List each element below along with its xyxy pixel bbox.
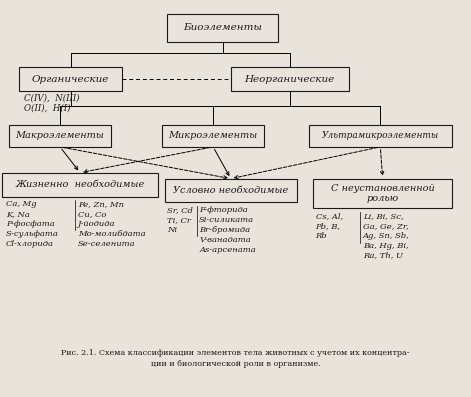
FancyBboxPatch shape [162, 125, 264, 147]
Text: Рис. 2.1. Схема классификации элементов тела животных с учетом их концентра-: Рис. 2.1. Схема классификации элементов … [61, 349, 410, 357]
Text: Органические: Органические [32, 75, 109, 84]
Text: Жизненно  необходимые: Жизненно необходимые [16, 180, 145, 189]
FancyBboxPatch shape [313, 179, 452, 208]
Text: Sr, Cd
Ti, Cr
Ni: Sr, Cd Ti, Cr Ni [167, 206, 193, 234]
FancyBboxPatch shape [167, 14, 278, 42]
Text: Fe, Zn, Mn
Cu, Co
J-йодида
Mo-молибдата
Se-селенита: Fe, Zn, Mn Cu, Co J-йодида Mo-молибдата … [78, 200, 146, 248]
FancyBboxPatch shape [2, 173, 158, 197]
Text: Микроэлементы: Микроэлементы [169, 131, 258, 141]
FancyBboxPatch shape [165, 179, 297, 202]
Text: Cs, Al,
Pb, B,
Rb: Cs, Al, Pb, B, Rb [316, 212, 343, 240]
Text: ции и биологической роли в организме.: ции и биологической роли в организме. [151, 360, 320, 368]
Text: Условно необходимые: Условно необходимые [173, 186, 288, 195]
FancyBboxPatch shape [19, 67, 122, 91]
Text: С неустановленной
ролью: С неустановленной ролью [331, 184, 435, 203]
FancyBboxPatch shape [231, 67, 349, 91]
Text: Биоэлементы: Биоэлементы [183, 23, 262, 32]
Text: Ca, Mg
K, Na
P-фосфата
S-сульфата
Cl-хлорида: Ca, Mg K, Na P-фосфата S-сульфата Cl-хло… [6, 200, 59, 248]
Text: Неорганические: Неорганические [244, 75, 335, 84]
Text: F-фторида
Si-силиката
Br-бромида
V-ванадата
As-арсената: F-фторида Si-силиката Br-бромида V-ванад… [199, 206, 256, 254]
FancyBboxPatch shape [309, 125, 452, 147]
Text: Ультрамикроэлементы: Ультрамикроэлементы [322, 131, 439, 141]
FancyBboxPatch shape [9, 125, 111, 147]
Text: C(IV),  N(III)
O(II),  H(I): C(IV), N(III) O(II), H(I) [24, 93, 79, 113]
Text: Li, Bi, Sc,
Ga, Ge, Zr,
Ag, Sn, Sb,
Ba, Hg, Bi,
Ra, Th, U: Li, Bi, Sc, Ga, Ge, Zr, Ag, Sn, Sb, Ba, … [363, 212, 409, 260]
Text: Макроэлементы: Макроэлементы [16, 131, 105, 141]
